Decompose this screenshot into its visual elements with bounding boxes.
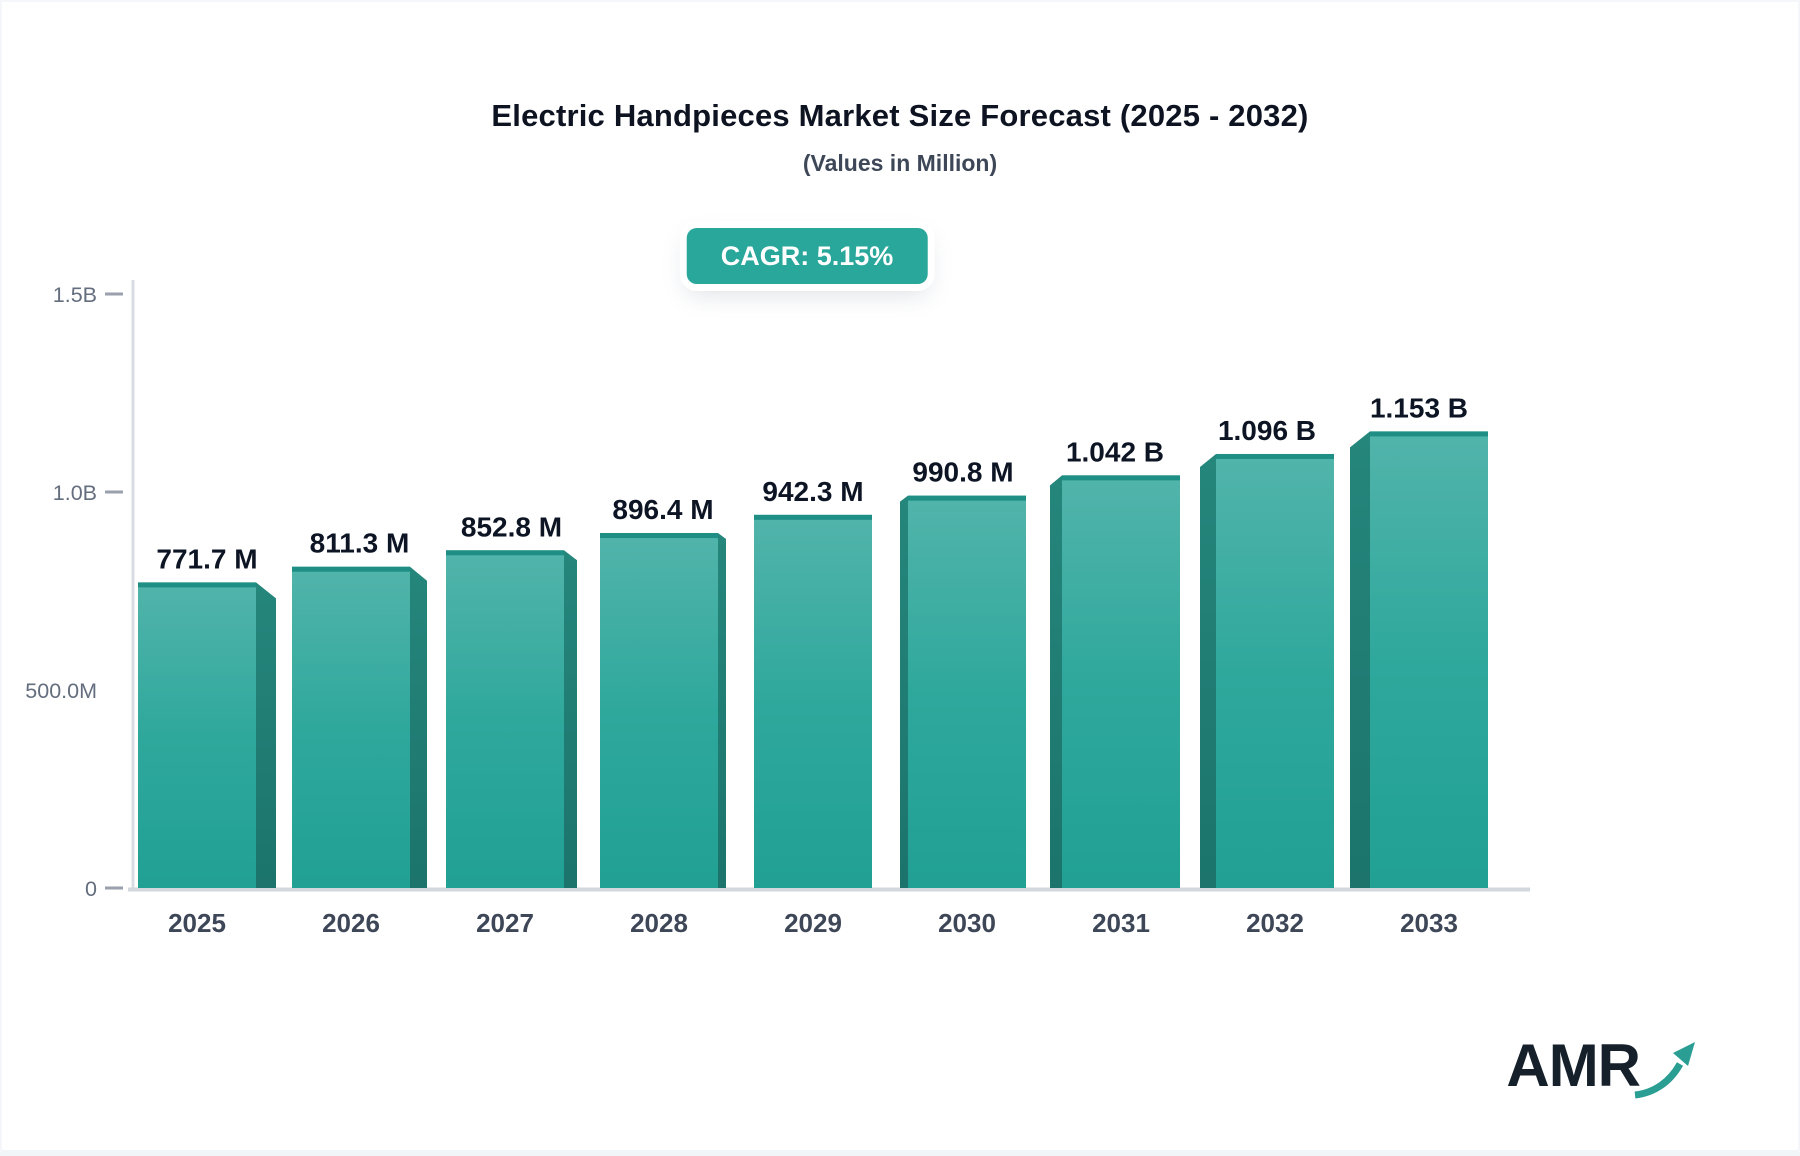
x-tick-label-2026: 2026 <box>322 908 380 938</box>
bar-2031-top-edge <box>1062 475 1180 481</box>
bar-2027: 852.8 M 2027 <box>446 511 577 938</box>
x-tick-label-2028: 2028 <box>630 908 688 938</box>
bar-2028-value-label: 896.4 M <box>612 494 713 525</box>
y-tick-label-1.0B: 1.0B <box>53 481 97 505</box>
bar-2032: 1.096 B 2032 <box>1200 415 1334 938</box>
amr-logo-text: AMR <box>1506 1032 1641 1099</box>
bar-2028-top-edge <box>600 533 718 539</box>
bar-2026-top-edge <box>292 566 410 572</box>
chart-subtitle: (Values in Million) <box>802 150 998 176</box>
x-tick-label-2031: 2031 <box>1092 908 1150 938</box>
bar-2025: 771.7 M 2025 <box>138 543 276 938</box>
x-tick-label-2025: 2025 <box>168 908 226 938</box>
bar-2026-value-label: 811.3 M <box>310 528 410 559</box>
bar-2026: 811.3 M 2026 <box>292 528 427 938</box>
bar-2025-front-face <box>138 582 256 888</box>
bar-2029-top-edge <box>754 514 872 520</box>
bar-2027-side-face <box>564 550 577 888</box>
x-tick-label-2032: 2032 <box>1246 908 1304 938</box>
bar-2033-front-face <box>1370 431 1488 888</box>
bar-2032-value-label: 1.096 B <box>1218 415 1316 446</box>
chart-title: Electric Handpieces Market Size Forecast… <box>491 98 1309 133</box>
bar-2028-front-face <box>600 533 718 888</box>
y-tick-label-1.5B: 1.5B <box>53 283 97 307</box>
bar-2030-front-face <box>908 495 1026 888</box>
x-tick-label-2030: 2030 <box>938 908 996 938</box>
bar-2030: 990.8 M 2030 <box>900 457 1026 938</box>
bar-2026-side-face <box>410 566 427 888</box>
y-tick-label-500.0M: 500.0M <box>25 679 97 703</box>
bar-2025-value-label: 771.7 M <box>156 543 257 574</box>
bar-2031: 1.042 B 2031 <box>1050 436 1180 938</box>
x-tick-label-2033: 2033 <box>1400 908 1458 938</box>
bar-2030-value-label: 990.8 M <box>912 457 1013 488</box>
bar-2029: 942.3 M 2029 <box>754 476 872 938</box>
bar-2029-value-label: 942.3 M <box>762 476 863 507</box>
bar-2030-side-face <box>900 495 908 888</box>
bar-2031-front-face <box>1062 475 1180 888</box>
bar-2032-front-face <box>1216 453 1334 888</box>
bar-2030-top-edge <box>908 495 1026 501</box>
x-tick-label-2027: 2027 <box>476 908 534 938</box>
bar-2031-side-face <box>1050 475 1062 888</box>
y-tick-label-0: 0 <box>85 877 97 901</box>
bar-2027-top-edge <box>446 550 564 556</box>
bar-2032-top-edge <box>1216 453 1334 459</box>
bar-2028-side-face <box>718 533 726 888</box>
bar-2026-front-face <box>292 566 410 888</box>
bar-2033-side-face <box>1350 431 1370 888</box>
bar-2033-value-label: 1.153 B <box>1370 392 1468 423</box>
cagr-badge: CAGR: 5.15% <box>686 228 928 284</box>
bar-2027-front-face <box>446 550 564 888</box>
bar-2031-value-label: 1.042 B <box>1066 436 1164 467</box>
bar-2033: 1.153 B 2033 <box>1350 392 1488 938</box>
amr-logo: AMR <box>1506 1036 1698 1102</box>
bar-2032-side-face <box>1200 453 1216 888</box>
bar-2029-front-face <box>754 514 872 888</box>
bar-2028: 896.4 M 2028 <box>600 494 726 938</box>
x-tick-label-2029: 2029 <box>784 908 842 938</box>
bar-2025-side-face <box>256 582 276 888</box>
bar-2025-top-edge <box>138 582 256 588</box>
bar-2033-top-edge <box>1370 431 1488 437</box>
bar-2027-value-label: 852.8 M <box>461 511 562 542</box>
growth-trend-arrow-icon <box>1634 1042 1695 1099</box>
